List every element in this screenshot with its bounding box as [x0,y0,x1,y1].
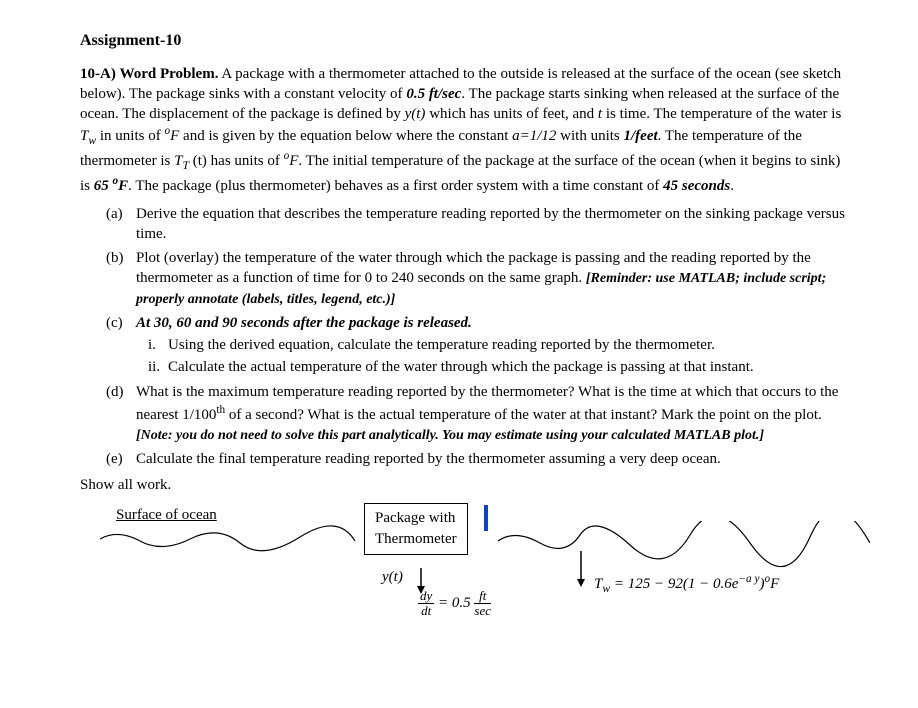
show-work: Show all work. [80,475,854,495]
part-c-ii: ii. Calculate the actual temperature of … [148,357,854,377]
part-c-intro-text: At 30, 60 and 90 seconds after the packa… [136,315,472,331]
part-label: (c) [106,313,136,380]
down-arrow-icon [574,551,588,589]
problem-body: A package with a thermometer attached to… [80,66,841,194]
dy-rhs: = 0.5 ftsec [438,595,491,611]
package-box: Package with Thermometer [364,503,468,555]
package-line2: Thermometer [375,529,457,550]
part-e: (e) Calculate the final temperature read… [106,449,854,469]
part-c-i-text: Using the derived equation, calculate th… [168,335,854,355]
frac-den: dt [418,604,434,618]
thermometer-icon [484,505,488,531]
tw-equation: Tw = 125 − 92(1 − 0.6e−a y)oF [594,572,779,597]
package-line1: Package with [375,508,457,529]
part-e-text: Calculate the final temperature reading … [136,449,854,469]
part-label: (a) [106,204,136,245]
part-label: (b) [106,248,136,310]
part-label: (e) [106,449,136,469]
part-c-i: i. Using the derived equation, calculate… [148,335,854,355]
problem-number: 10-A) [80,66,116,82]
assignment-title: Assignment-10 [80,30,854,52]
part-a-text: Derive the equation that describes the t… [136,204,854,245]
parts-list: (a) Derive the equation that describes t… [80,204,854,469]
y-label: y(t) [382,567,403,587]
part-b: (b) Plot (overlay) the temperature of th… [106,248,854,310]
part-a: (a) Derive the equation that describes t… [106,204,854,245]
frac-num: dy [418,589,434,604]
part-d-text: What is the maximum temperature reading … [136,382,854,445]
part-c: (c) At 30, 60 and 90 seconds after the p… [106,313,854,380]
problem-heading: Word Problem. [120,66,219,82]
part-label: (d) [106,382,136,445]
sketch: Surface of ocean Package with Thermomete… [100,503,870,653]
part-d: (d) What is the maximum temperature read… [106,382,854,445]
part-b-text: Plot (overlay) the temperature of the wa… [136,248,854,310]
problem-statement: 10-A) Word Problem. A package with a the… [80,64,854,197]
part-c-ii-text: Calculate the actual temperature of the … [168,357,854,377]
dy-dt-equation: dy dt = 0.5 ftsec [418,589,491,617]
